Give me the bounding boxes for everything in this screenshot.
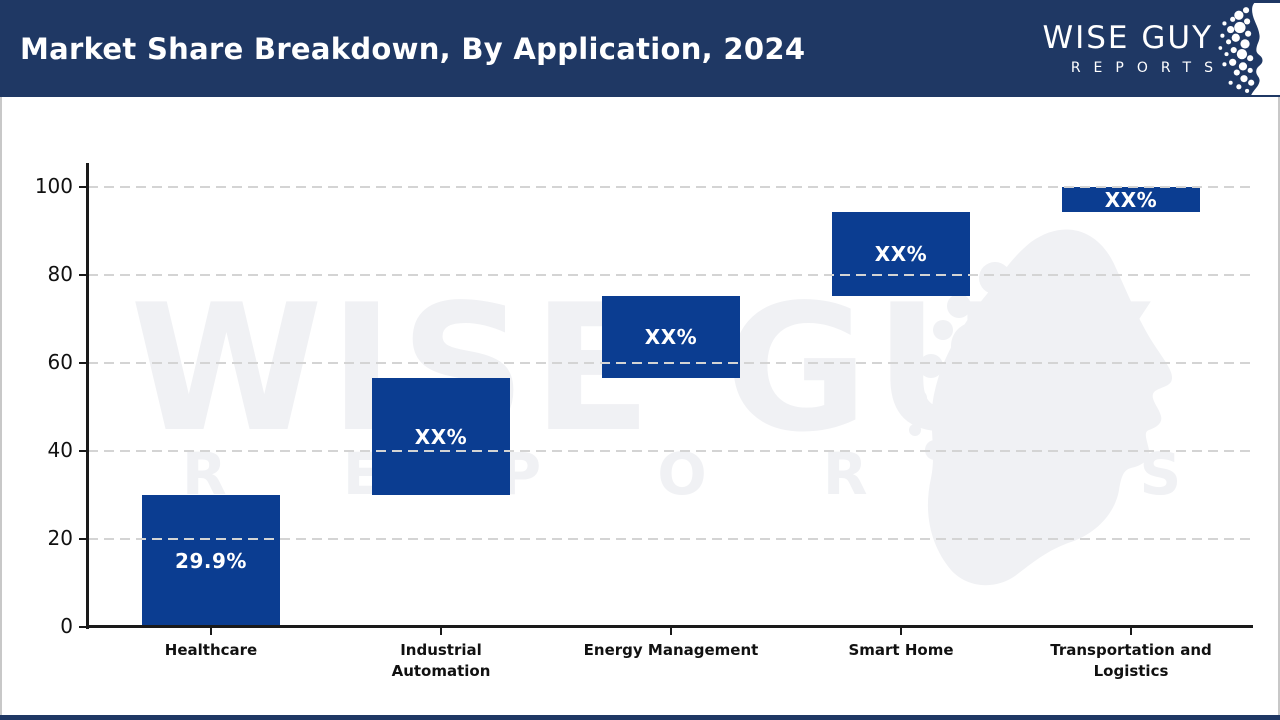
y-tick-mark <box>79 538 87 540</box>
logo-name-text: WISE GUY <box>1042 20 1213 56</box>
x-tick-label-line: Smart Home <box>848 641 954 659</box>
y-tick-label: 20 <box>47 526 73 550</box>
x-tick-mark <box>900 628 902 635</box>
logo-tagline-text: REPORTS <box>1070 60 1226 76</box>
x-tick-label: Transportation and Logistics <box>1016 640 1246 682</box>
x-tick-mark <box>1130 628 1132 635</box>
y-tick-label: 0 <box>60 614 73 638</box>
bar: XX% <box>832 212 970 297</box>
y-tick-label: 80 <box>47 262 73 286</box>
y-tick-label: 100 <box>34 174 73 198</box>
chart-title: Market Share Breakdown, By Application, … <box>20 31 806 66</box>
bar: XX% <box>1062 187 1200 213</box>
bar-value-label: XX% <box>414 424 468 449</box>
bar: XX% <box>372 377 510 496</box>
x-axis-line <box>86 625 1253 628</box>
x-tick-mark <box>440 628 442 635</box>
x-tick-label: Smart Home <box>786 640 1016 661</box>
grid-line <box>88 450 1253 452</box>
bar: 29.9% <box>142 495 280 627</box>
wiseguy-logo: WISE GUY REPORTS <box>1020 0 1280 97</box>
x-tick-label-line: Automation <box>391 662 491 680</box>
y-tick-label: 60 <box>47 350 73 374</box>
grid-line <box>88 362 1253 364</box>
x-tick-label-line: Energy Management <box>583 641 759 659</box>
dotted-head-icon <box>1218 3 1280 95</box>
header-bar: Market Share Breakdown, By Application, … <box>0 0 1280 97</box>
x-tick-label: Healthcare <box>96 640 326 661</box>
x-tick-label-line: Transportation and <box>1050 641 1212 659</box>
bar: XX% <box>602 296 740 378</box>
x-tick-label-line: Logistics <box>1093 662 1169 680</box>
x-tick-mark <box>210 628 212 635</box>
x-tick-mark <box>670 628 672 635</box>
x-tick-label: Energy Management <box>556 640 786 661</box>
y-tick-mark <box>79 362 87 364</box>
y-tick-mark <box>79 274 87 276</box>
bar-value-label: XX% <box>644 325 698 350</box>
y-tick-label: 40 <box>47 438 73 462</box>
y-axis-line <box>86 163 89 629</box>
y-tick-mark <box>79 450 87 452</box>
bar-value-label: XX% <box>874 242 928 267</box>
bar-value-label: XX% <box>1104 187 1158 212</box>
watermark-dotted-head-icon <box>909 229 1173 586</box>
x-tick-label-line: Industrial <box>400 641 482 659</box>
y-tick-mark <box>79 186 87 188</box>
grid-line <box>88 274 1253 276</box>
grid-line <box>88 538 1253 540</box>
grid-line <box>88 186 1253 188</box>
bar-value-label: 29.9% <box>175 549 247 574</box>
x-tick-label: Industrial Automation <box>326 640 556 682</box>
x-tick-label-line: Healthcare <box>164 641 258 659</box>
y-tick-mark <box>79 626 87 628</box>
footer-bar <box>0 715 1280 720</box>
